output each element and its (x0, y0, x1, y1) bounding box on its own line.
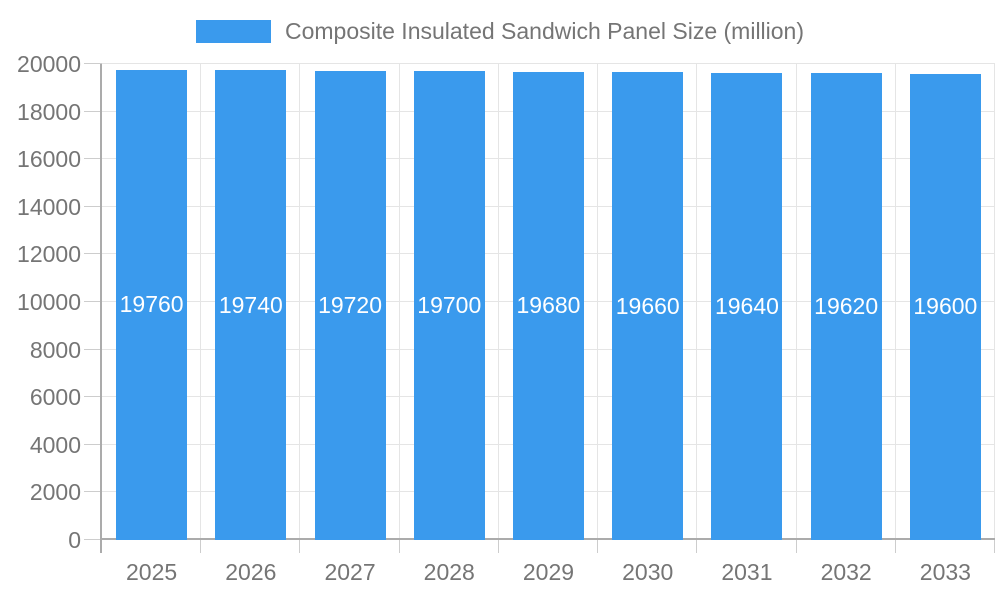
y-axis-tick (84, 158, 102, 160)
x-axis-tick (200, 540, 202, 553)
y-axis-label: 6000 (29, 384, 81, 411)
v-gridline (795, 64, 797, 540)
bar-value-label: 19620 (814, 293, 879, 319)
y-axis-line (100, 64, 102, 553)
bar-value-label: 19660 (615, 292, 680, 319)
v-gridline (597, 64, 599, 540)
bar: 19660 (612, 72, 684, 540)
x-axis-tick (795, 540, 797, 553)
x-axis-label: 2032 (820, 559, 872, 585)
y-axis-label: 18000 (17, 98, 81, 125)
y-axis-tick (84, 348, 102, 350)
y-axis-tick (84, 443, 102, 445)
x-axis-tick (696, 540, 698, 553)
x-axis-label: 2026 (225, 559, 277, 585)
x-axis-tick (497, 540, 499, 553)
y-axis-tick (84, 253, 102, 255)
y-axis-tick (84, 63, 102, 64)
y-axis-tick (84, 301, 102, 302)
bar-value-label: 19760 (119, 291, 184, 318)
y-axis-label: 0 (68, 527, 81, 553)
bar: 19740 (215, 70, 287, 540)
v-gridline (497, 64, 499, 540)
x-axis-label: 2028 (423, 559, 475, 585)
y-axis-label: 20000 (17, 51, 81, 77)
y-axis-label: 2000 (29, 479, 81, 506)
x-axis-label: 2030 (622, 559, 674, 585)
x-axis-tick (597, 540, 599, 553)
bar: 19680 (513, 71, 584, 540)
legend[interactable]: Composite Insulated Sandwich Panel Size … (0, 19, 1000, 43)
y-axis-label: 4000 (29, 431, 81, 458)
y-axis-tick (84, 110, 102, 112)
bar-value-label: 19700 (417, 292, 482, 319)
x-axis-label: 2033 (919, 559, 971, 585)
bar-value-label: 19600 (913, 293, 978, 320)
v-gridline (299, 64, 301, 540)
bar-value-label: 19720 (318, 291, 383, 318)
v-gridline (398, 64, 400, 540)
y-axis-tick (84, 491, 102, 493)
y-axis-label: 10000 (17, 289, 81, 315)
x-axis-tick (398, 540, 400, 553)
x-axis-label: 2025 (126, 559, 178, 585)
v-gridline (994, 64, 995, 540)
bar: 19620 (810, 73, 882, 540)
bar-value-label: 19740 (218, 291, 283, 318)
bar: 19640 (711, 72, 783, 540)
v-gridline (200, 64, 202, 540)
x-axis-tick (299, 540, 301, 553)
y-axis-label: 16000 (17, 146, 81, 173)
legend-label: Composite Insulated Sandwich Panel Size … (284, 18, 805, 44)
y-axis-tick (84, 205, 102, 207)
bar-value-label: 19640 (714, 292, 779, 319)
x-axis-label: 2031 (721, 559, 773, 585)
y-axis-label: 8000 (29, 336, 81, 363)
h-gridline (102, 63, 995, 64)
bar: 19720 (314, 70, 386, 540)
legend-swatch (195, 19, 271, 43)
v-gridline (696, 64, 698, 540)
v-gridline (894, 64, 896, 540)
bar-value-label: 19680 (516, 292, 581, 319)
bar: 19760 (116, 69, 188, 540)
x-axis-label: 2027 (324, 559, 376, 585)
y-axis-label: 12000 (17, 241, 81, 268)
y-axis-tick (84, 539, 102, 540)
bar: 19700 (413, 71, 485, 540)
y-axis-label: 14000 (17, 193, 81, 220)
x-axis-tick (994, 540, 995, 553)
x-axis-tick (894, 540, 896, 553)
bar: 19600 (909, 73, 981, 540)
x-axis-label: 2029 (522, 559, 575, 585)
y-axis-tick (84, 396, 102, 398)
